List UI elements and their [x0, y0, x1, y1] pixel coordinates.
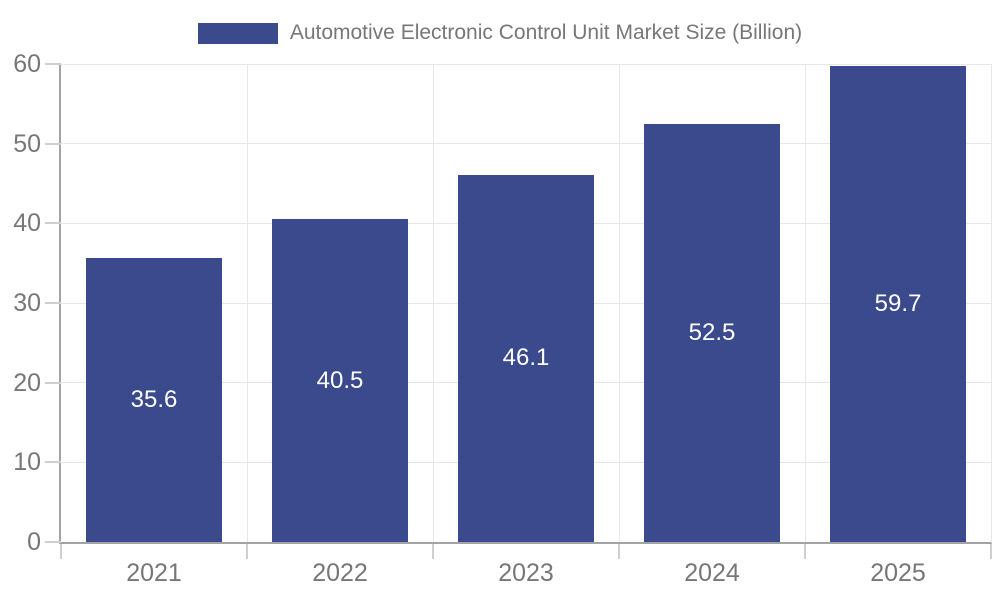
bar: 46.1: [458, 174, 594, 542]
x-tick: [804, 544, 806, 559]
x-tick-label: 2021: [126, 559, 182, 587]
bar: 35.6: [86, 258, 222, 542]
y-tick: [45, 541, 61, 543]
x-tick: [60, 544, 62, 559]
y-gridline: [61, 63, 991, 65]
y-tick-label: 30: [13, 289, 41, 317]
legend: Automotive Electronic Control Unit Marke…: [0, 21, 1000, 45]
x-tick: [618, 544, 620, 559]
x-tick-label: 2024: [684, 559, 740, 587]
y-tick: [45, 302, 61, 304]
x-gridline: [804, 64, 806, 542]
bar-value-label: 59.7: [874, 290, 922, 318]
x-tick-label: 2022: [312, 559, 368, 587]
bar-value-label: 46.1: [502, 344, 550, 372]
y-tick: [45, 461, 61, 464]
y-tick: [45, 222, 61, 225]
x-gridline: [618, 64, 620, 542]
legend-swatch: [197, 22, 278, 44]
plot-area: 35.6 40.5 46.1 52.5 59.7: [59, 63, 992, 544]
x-tick: [990, 544, 992, 559]
y-tick: [45, 381, 61, 384]
x-gridline: [432, 64, 434, 542]
y-tick-label: 40: [13, 209, 41, 238]
y-tick: [45, 142, 61, 145]
y-tick-label: 20: [13, 368, 41, 397]
x-tick-label: 2025: [870, 559, 926, 587]
x-tick: [246, 544, 248, 559]
bar-value-label: 35.6: [130, 386, 178, 414]
bar: 52.5: [644, 123, 780, 542]
bar: 40.5: [272, 219, 408, 542]
y-tick-label: 0: [27, 528, 41, 556]
legend-label: Automotive Electronic Control Unit Marke…: [289, 21, 803, 44]
y-tick-label: 10: [13, 448, 41, 477]
bar: 59.7: [830, 66, 966, 542]
y-tick-label: 50: [13, 129, 41, 158]
x-tick: [432, 544, 434, 559]
y-tick: [45, 63, 61, 65]
x-gridline: [246, 64, 248, 542]
y-tick-label: 60: [13, 50, 41, 78]
bar-value-label: 40.5: [316, 366, 364, 394]
x-tick-label: 2023: [498, 559, 554, 587]
bar-value-label: 52.5: [688, 318, 736, 346]
y-gridline: [61, 143, 991, 145]
